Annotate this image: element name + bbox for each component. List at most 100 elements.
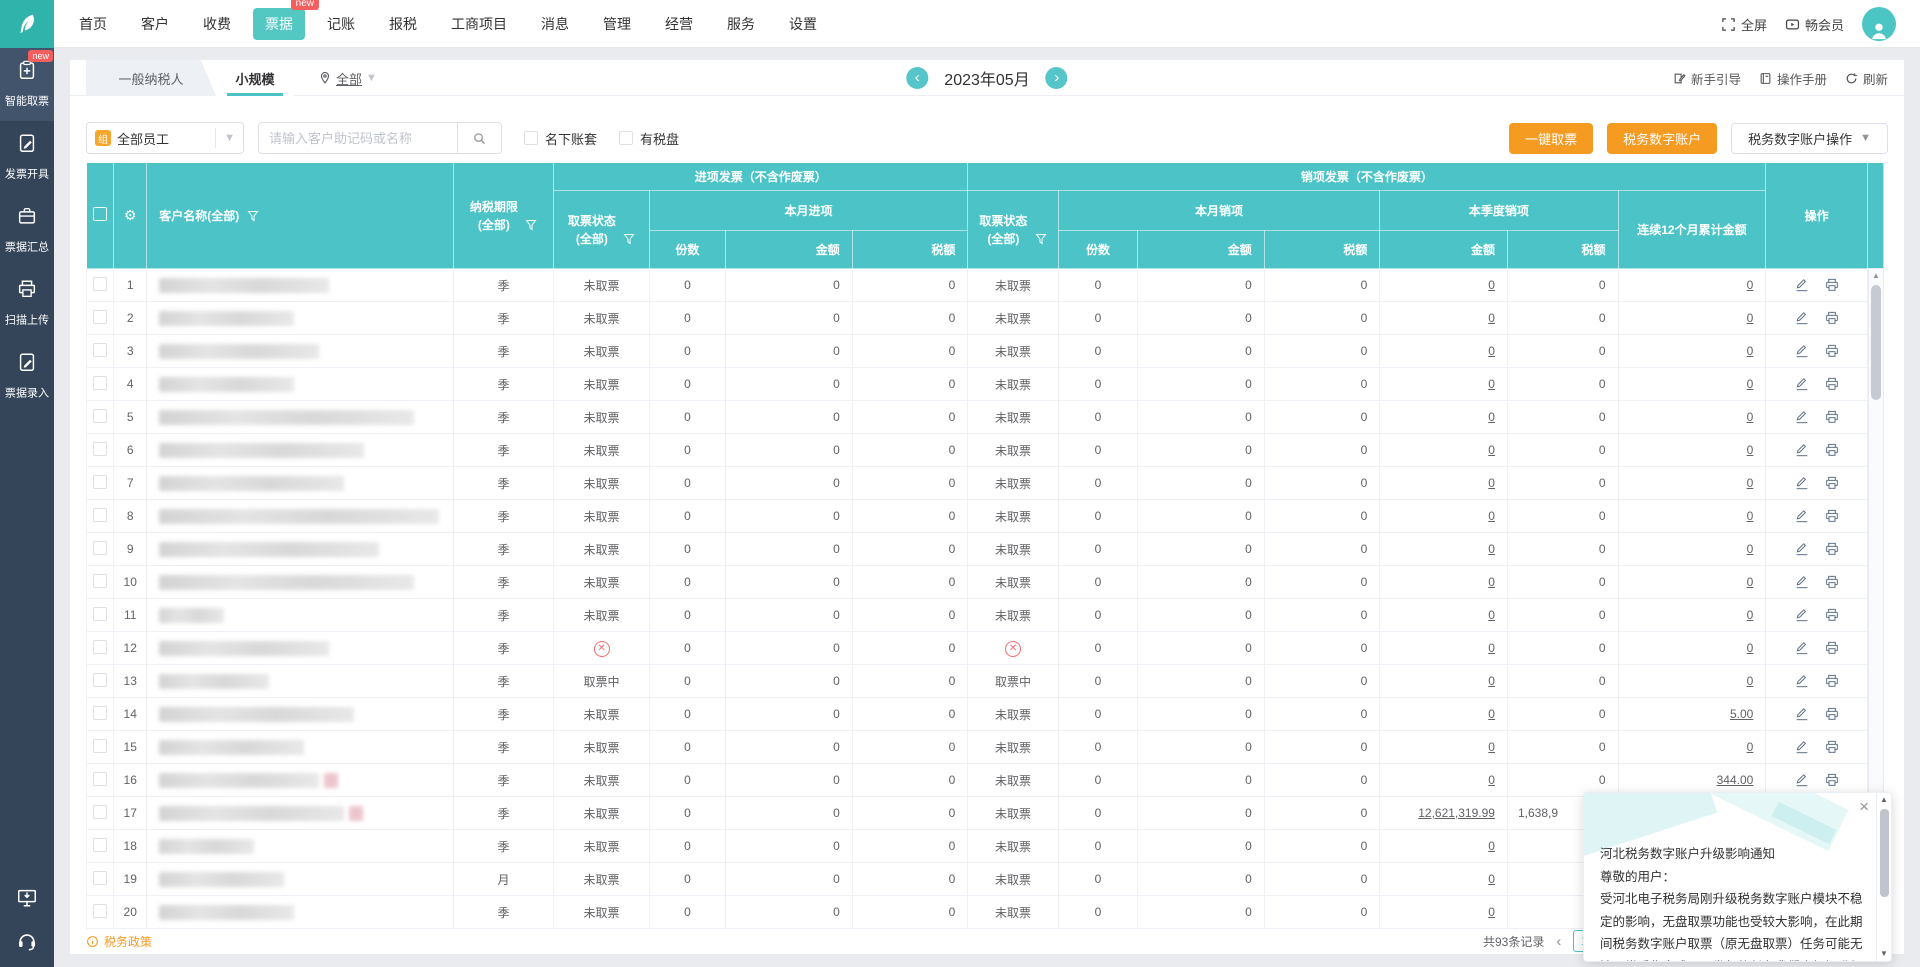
- year12-total-link[interactable]: 5.00: [1618, 697, 1767, 731]
- quarter-amount-link[interactable]: 0: [1379, 367, 1508, 401]
- quarter-amount-link[interactable]: 0: [1379, 763, 1508, 797]
- quarter-amount-link[interactable]: 0: [1379, 334, 1508, 368]
- tax-disk-checkbox-group[interactable]: 有税盘: [619, 129, 679, 148]
- quarter-amount-link[interactable]: 0: [1379, 829, 1508, 863]
- headset-icon[interactable]: [16, 930, 38, 957]
- scrollbar-thumb[interactable]: [1880, 809, 1889, 897]
- nav-item-3[interactable]: 收费: [203, 16, 231, 32]
- page-prev-button[interactable]: ‹: [1556, 932, 1562, 950]
- print-button[interactable]: [1817, 607, 1847, 623]
- year12-total-link[interactable]: 0: [1618, 631, 1767, 665]
- edit-button[interactable]: [1787, 772, 1817, 788]
- year12-total-link[interactable]: 0: [1618, 400, 1767, 434]
- guide-button[interactable]: 新手引导: [1673, 69, 1741, 88]
- year12-total-link[interactable]: 0: [1618, 301, 1767, 335]
- nav-item-9[interactable]: 管理: [603, 16, 631, 32]
- sidebar-item-4[interactable]: 扫描上传: [0, 267, 54, 340]
- filter-funnel-icon[interactable]: [1035, 233, 1047, 245]
- row-checkbox[interactable]: [93, 408, 108, 423]
- row-checkbox[interactable]: [93, 804, 108, 819]
- edit-button[interactable]: [1787, 541, 1817, 557]
- quarter-amount-link[interactable]: 0: [1379, 862, 1508, 896]
- gear-icon[interactable]: ⚙: [123, 207, 137, 223]
- row-checkbox[interactable]: [93, 639, 108, 654]
- print-button[interactable]: [1817, 673, 1847, 689]
- notice-scrollbar[interactable]: ▲ ▼: [1876, 793, 1891, 961]
- print-button[interactable]: [1817, 739, 1847, 755]
- sidebar-item-1[interactable]: 智能取票 new: [0, 48, 54, 121]
- edit-button[interactable]: [1787, 442, 1817, 458]
- nav-item-8[interactable]: 消息: [541, 16, 569, 32]
- manual-button[interactable]: 操作手册: [1759, 69, 1827, 88]
- app-logo[interactable]: [0, 0, 54, 48]
- print-button[interactable]: [1817, 508, 1847, 524]
- year12-total-link[interactable]: 0: [1618, 367, 1767, 401]
- row-checkbox[interactable]: [93, 441, 108, 456]
- scrollbar-thumb[interactable]: [1871, 285, 1881, 400]
- print-button[interactable]: [1817, 376, 1847, 392]
- table-scrollbar[interactable]: ▲: [1868, 268, 1884, 928]
- nav-item-10[interactable]: 经营: [665, 16, 693, 32]
- row-checkbox[interactable]: [93, 342, 108, 357]
- edit-button[interactable]: [1787, 376, 1817, 392]
- row-checkbox[interactable]: [93, 507, 108, 522]
- sidebar-item-2[interactable]: 发票开具: [0, 121, 54, 194]
- tab-small-scale[interactable]: 小规模: [216, 60, 294, 96]
- sidebar-item-5[interactable]: 票据录入: [0, 340, 54, 413]
- refresh-button[interactable]: 刷新: [1845, 69, 1888, 88]
- year12-total-link[interactable]: 0: [1618, 664, 1767, 698]
- quarter-amount-link[interactable]: 0: [1379, 598, 1508, 632]
- year12-total-link[interactable]: 0: [1618, 466, 1767, 500]
- quarter-amount-link[interactable]: 0: [1379, 895, 1508, 929]
- tax-policy-link[interactable]: 税务政策: [86, 928, 152, 954]
- tax-disk-checkbox[interactable]: [619, 131, 634, 145]
- quarter-amount-link[interactable]: 0: [1379, 301, 1508, 335]
- edit-button[interactable]: [1787, 343, 1817, 359]
- year12-total-link[interactable]: 0: [1618, 499, 1767, 533]
- tax-digital-account-button[interactable]: 税务数字账户: [1607, 122, 1718, 154]
- quarter-amount-link[interactable]: 0: [1379, 697, 1508, 731]
- nav-item-5[interactable]: 记账: [327, 16, 355, 32]
- row-checkbox[interactable]: [93, 771, 108, 786]
- quarter-amount-link[interactable]: 0: [1379, 466, 1508, 500]
- print-button[interactable]: [1817, 277, 1847, 293]
- sidebar-item-3[interactable]: 票据汇总: [0, 194, 54, 267]
- year12-total-link[interactable]: 0: [1618, 334, 1767, 368]
- quarter-amount-link[interactable]: 0: [1379, 433, 1508, 467]
- filter-funnel-icon[interactable]: [623, 233, 635, 245]
- year12-total-link[interactable]: 0: [1618, 598, 1767, 632]
- staff-filter-select[interactable]: 组 全部员工 ▼: [86, 122, 244, 154]
- row-checkbox[interactable]: [93, 903, 108, 918]
- print-button[interactable]: [1817, 574, 1847, 590]
- next-month-button[interactable]: ›: [1045, 67, 1068, 89]
- edit-button[interactable]: [1787, 673, 1817, 689]
- quarter-amount-link[interactable]: 0: [1379, 631, 1508, 665]
- own-accounts-checkbox[interactable]: [524, 131, 538, 145]
- year12-total-link[interactable]: 344.00: [1618, 763, 1767, 797]
- row-checkbox[interactable]: [93, 573, 108, 588]
- nav-item-12[interactable]: 设置: [789, 16, 817, 32]
- row-checkbox[interactable]: [93, 309, 108, 324]
- year12-total-link[interactable]: 0: [1618, 565, 1767, 599]
- quarter-amount-link[interactable]: 12,621,319.99: [1379, 796, 1508, 830]
- row-checkbox[interactable]: [93, 606, 108, 621]
- quarter-amount-link[interactable]: 0: [1379, 400, 1508, 434]
- scroll-up-icon[interactable]: ▲: [1880, 795, 1888, 804]
- edit-button[interactable]: [1787, 508, 1817, 524]
- row-checkbox[interactable]: [93, 474, 108, 489]
- prev-month-button[interactable]: ‹: [906, 67, 929, 89]
- quarter-amount-link[interactable]: 0: [1379, 664, 1508, 698]
- close-icon[interactable]: ×: [1859, 797, 1869, 816]
- quarter-amount-link[interactable]: 0: [1379, 268, 1508, 302]
- edit-button[interactable]: [1787, 706, 1817, 722]
- print-button[interactable]: [1817, 640, 1847, 656]
- print-button[interactable]: [1817, 772, 1847, 788]
- quarter-amount-link[interactable]: 0: [1379, 532, 1508, 566]
- scroll-down-icon[interactable]: ▼: [1880, 949, 1888, 958]
- row-checkbox[interactable]: [93, 837, 108, 852]
- print-button[interactable]: [1817, 475, 1847, 491]
- search-button[interactable]: [458, 122, 502, 154]
- member-button[interactable]: 畅会员: [1785, 15, 1844, 34]
- year12-total-link[interactable]: 0: [1618, 268, 1767, 302]
- monitor-download-icon[interactable]: [16, 887, 38, 914]
